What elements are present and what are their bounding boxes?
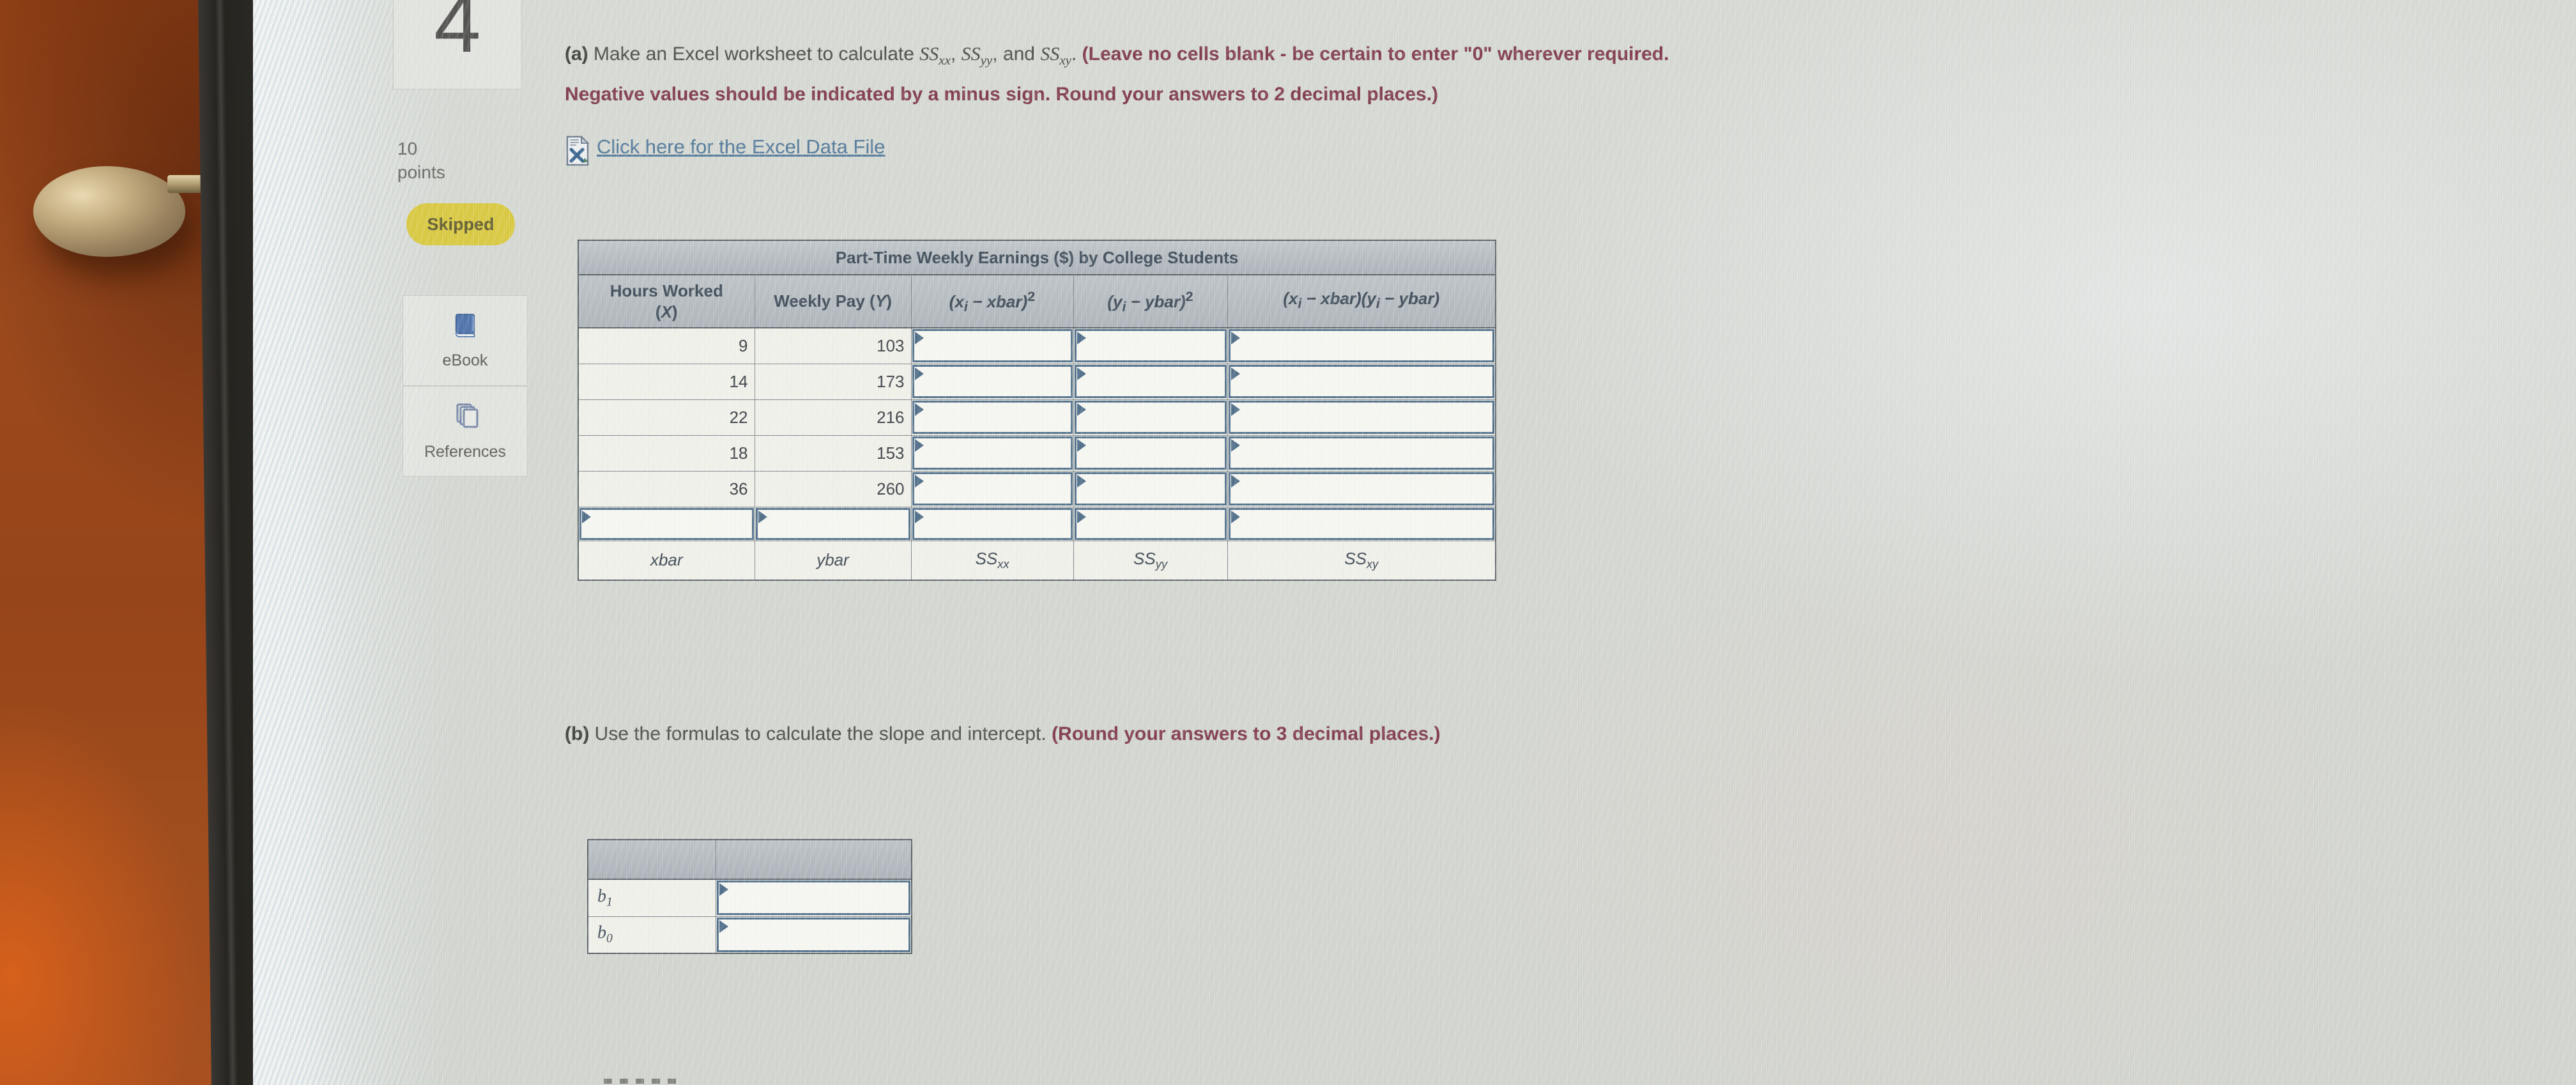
answer-input-cell[interactable] [1228,472,1495,505]
b-table-header-cell [587,839,716,880]
question-number: 4 [434,0,481,70]
sidebar-item-label: eBook [442,351,488,369]
answer-input-cell[interactable] [1228,436,1495,470]
pay-cell: 216 [754,399,912,436]
footer-ybar: ybar [754,540,912,581]
table-row: 22 216 [578,399,1496,436]
col-header-xydev: (xi − xbar)(yi − ybar) [1227,274,1496,328]
col-header-hours: Hours Worked (X) [578,274,755,328]
answer-input-cell[interactable] [1074,436,1227,470]
book-icon [450,311,480,344]
footer-ssxx: SSxx [910,540,1074,581]
table-row-totals-inputs [578,506,1496,541]
table-row: 18 153 [578,435,1496,472]
sidebar-item-references[interactable]: References [402,386,528,477]
answer-input-cell[interactable] [1074,329,1227,363]
points-label: points [397,162,445,182]
table-row: 14 173 [578,363,1496,400]
table-footer-row: xbar ybar SSxx SSyy SSxy [578,540,1496,581]
table-title: Part-Time Weekly Earnings ($) by College… [578,240,1496,275]
answer-input-cell[interactable] [755,507,910,540]
screen-edge-glare [253,0,464,1085]
hours-cell: 18 [578,435,755,472]
answer-input-cell[interactable] [1228,401,1495,434]
excel-data-file-row: Click here for the Excel Data File [565,135,885,169]
part-a-label: (a) [565,43,588,65]
pay-cell: 260 [754,470,912,507]
col-header-ydev: (yi − ybar)2 [1073,274,1228,328]
b-table-header-cell [715,839,912,880]
earnings-table: Part-Time Weekly Earnings ($) by College… [578,240,1497,581]
part-b-instruction: (Round your answers to 3 decimal places.… [1052,723,1441,744]
answer-input-cell[interactable] [1074,365,1227,398]
screen: 4 10 points Skipped eBook [253,0,2576,1085]
excel-file-icon [565,135,590,169]
door-background [0,0,224,1085]
part-a-prompt: (a) Make an Excel worksheet to calculate… [565,43,1669,105]
excel-data-file-link[interactable]: Click here for the Excel Data File [597,135,885,158]
table-row-b0: b0 [587,916,912,954]
answer-input-cell[interactable] [912,329,1073,363]
answer-input-cell[interactable] [1228,507,1495,540]
pages-icon [448,401,482,435]
footer-xbar: xbar [578,540,755,581]
hours-cell: 14 [578,363,755,400]
part-b-label: (b) [565,723,590,744]
sidebar-item-ebook[interactable]: eBook [402,295,528,386]
math-ssxy: SSxy [1040,43,1071,68]
answer-input-cell[interactable] [912,401,1073,434]
answer-input-cell[interactable] [1228,329,1495,363]
col-header-xdev: (xi − xbar)2 [910,274,1074,328]
points-indicator: 10 points [397,137,445,184]
footer-ssxy: SSxy [1227,540,1496,581]
math-ssyy: SSyy [961,43,993,68]
pay-cell: 153 [754,435,912,472]
question-number-card: 4 [393,0,522,89]
math-ssxx: SSxx [919,43,951,68]
status-badge: Skipped [406,203,515,245]
slope-intercept-table: b1 b0 [587,839,912,954]
answer-input-cell[interactable] [912,507,1073,540]
answer-input-cell[interactable] [716,881,910,916]
answer-input-cell[interactable] [912,472,1073,505]
table-row: 36 260 [578,470,1496,507]
table-row: 9 103 [578,327,1496,364]
answer-input-cell[interactable] [579,507,754,540]
part-a-instruction-line2: Negative values should be indicated by a… [565,84,1439,105]
cutoff-text-fragment [604,1079,679,1084]
hours-cell: 9 [578,327,755,364]
col-header-pay: Weekly Pay (Y) [754,274,912,328]
answer-input-cell[interactable] [1074,472,1227,505]
part-a-instruction-line1: (Leave no cells blank - be certain to en… [1082,43,1669,65]
answer-input-cell[interactable] [1074,507,1227,540]
b1-label: b1 [587,879,716,917]
sidebar-item-label: References [424,443,506,461]
hours-cell: 22 [578,399,755,436]
answer-input-cell[interactable] [1228,365,1495,398]
door-handle [33,166,185,257]
hours-cell: 36 [578,470,755,507]
table-row-b1: b1 [587,879,912,917]
footer-ssyy: SSyy [1073,540,1228,581]
answer-input-cell[interactable] [912,365,1073,398]
pay-cell: 103 [754,327,912,364]
b0-label: b0 [587,916,716,954]
answer-input-cell[interactable] [912,436,1073,470]
points-value: 10 [397,139,418,158]
answer-input-cell[interactable] [1074,401,1227,434]
part-b-prompt: (b) Use the formulas to calculate the sl… [565,723,1441,744]
answer-input-cell[interactable] [716,917,910,952]
pay-cell: 173 [754,363,912,400]
